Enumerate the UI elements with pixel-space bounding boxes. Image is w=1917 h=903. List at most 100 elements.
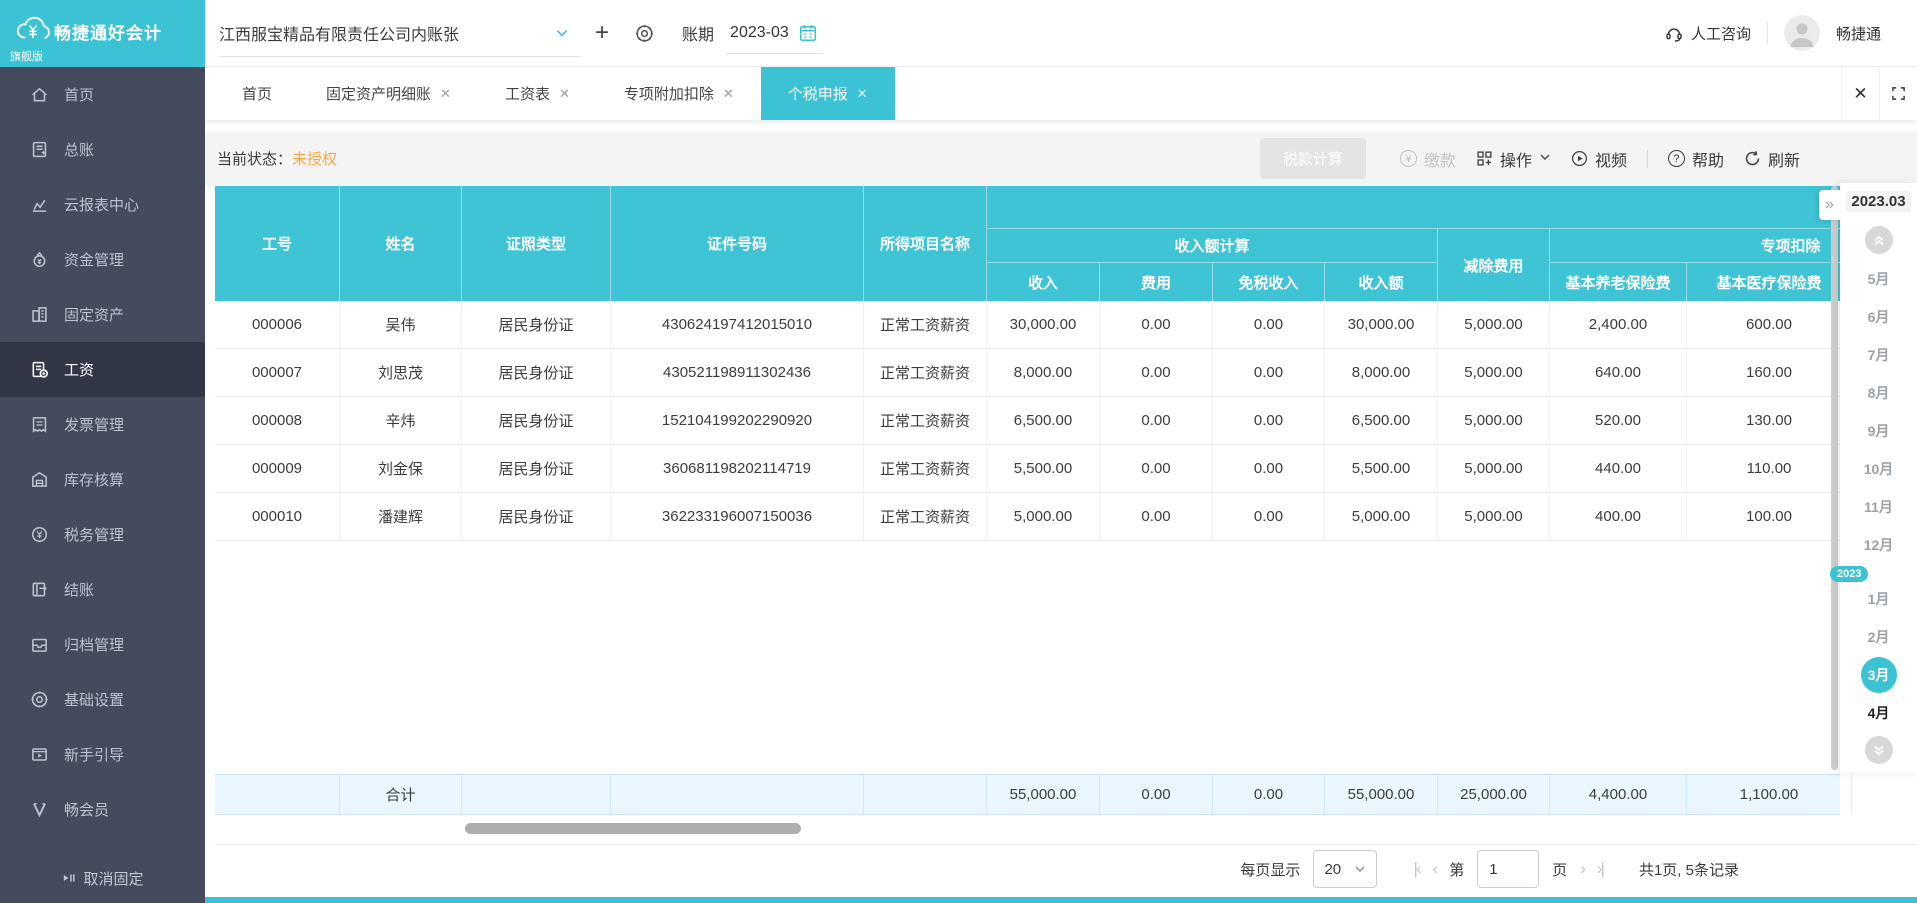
sidebar-item-invoices[interactable]: 发票管理 xyxy=(0,397,205,452)
sidebar-item-tax[interactable]: 税务管理 xyxy=(0,507,205,562)
sidebar-item-member[interactable]: 畅会员 xyxy=(0,782,205,837)
scroll-months-down-button[interactable] xyxy=(1864,736,1893,764)
total-income_amt: 55,000.00 xyxy=(1325,775,1438,814)
play-circle-icon xyxy=(1571,150,1587,167)
next-page-button[interactable]: › xyxy=(1580,859,1586,878)
col-header-income[interactable]: 收入 xyxy=(987,263,1100,301)
month-item-3月[interactable]: 3月 xyxy=(1840,656,1917,694)
col-header-name[interactable]: 姓名 xyxy=(340,186,462,301)
total-phantom xyxy=(1852,775,1917,814)
last-page-button[interactable]: ›| xyxy=(1596,859,1605,878)
cell-id_type: 居民身份证 xyxy=(462,349,611,397)
col-header-medical[interactable]: 基本医疗保险费 xyxy=(1687,263,1840,301)
sidebar-item-general-ledger[interactable]: 总账 xyxy=(0,122,205,177)
table-row[interactable]: 000007 刘思茂 居民身份证 430521198911302436 正常工资薪资 8,… xyxy=(215,349,1840,397)
sidebar-item-guide[interactable]: 新手引导 xyxy=(0,727,205,782)
sidebar-item-home[interactable]: 首页 xyxy=(0,67,205,122)
unpin-sidebar-button[interactable]: 取消固定 xyxy=(0,863,205,893)
month-item-11月[interactable]: 11月 xyxy=(1864,499,1893,515)
tab-close-icon[interactable]: ✕ xyxy=(440,85,451,101)
per-page-select[interactable]: 20 xyxy=(1313,850,1378,888)
tab-close-icon[interactable]: ✕ xyxy=(856,85,868,101)
tab-close-icon[interactable]: ✕ xyxy=(558,85,570,101)
cell-item: 正常工资薪资 xyxy=(864,493,987,541)
username[interactable]: 畅捷通 xyxy=(1835,25,1881,43)
month-item-9月[interactable]: 9月 xyxy=(1867,423,1890,439)
col-header-id-no[interactable]: 证件号码 xyxy=(611,186,864,301)
col-header-income-amt[interactable]: 收入额 xyxy=(1325,263,1438,301)
sidebar-item-settings[interactable]: 基础设置 xyxy=(0,672,205,727)
vertical-scrollbar[interactable] xyxy=(1831,186,1838,770)
cell-medical: 110.00 xyxy=(1687,445,1840,493)
col-header-fee[interactable]: 费用 xyxy=(1100,263,1213,301)
month-list: 5月 6月 7月 8月 9月 10月 11月 12月 2023 1月 2月 3月 4月 xyxy=(1830,260,1917,732)
total-pension: 4,400.00 xyxy=(1550,775,1687,814)
tab-固定资产明细账[interactable]: 固定资产明细账 ✕ xyxy=(299,67,478,120)
avatar[interactable] xyxy=(1783,15,1820,51)
sidebar-item-archive[interactable]: 归档管理 xyxy=(0,617,205,672)
tab-label: 首页 xyxy=(242,86,273,103)
sidebar-item-funds[interactable]: 资金管理 xyxy=(0,232,205,287)
sidebar-item-closing[interactable]: 结账 xyxy=(0,562,205,617)
month-item-10月[interactable]: 10月 xyxy=(1863,461,1894,477)
sidebar-item-cloud-reports[interactable]: 云报表中心 xyxy=(0,177,205,232)
table-row[interactable]: 000008 辛炜 居民身份证 152104199202290920 正常工资薪资 6,5… xyxy=(215,397,1840,445)
month-item-2月[interactable]: 2月 xyxy=(1867,629,1890,645)
support-button[interactable]: 人工咨询 xyxy=(1665,23,1751,44)
month-item-6月[interactable]: 6月 xyxy=(1867,309,1890,325)
table-row[interactable]: 000010 潘建辉 居民身份证 362233196007150036 正常工资薪资 5,… xyxy=(215,493,1840,541)
cell-emp_no: 000009 xyxy=(215,445,340,493)
cell-item: 正常工资薪资 xyxy=(864,301,987,349)
tab-工资表[interactable]: 工资表 ✕ xyxy=(478,67,597,120)
month-item-8月[interactable]: 8月 xyxy=(1867,385,1890,401)
tax-calc-button[interactable]: 税款计算 xyxy=(1259,138,1366,179)
company-selector[interactable]: 江西服宝精品有限责任公司内账张 xyxy=(219,21,582,57)
sidebar-item-fixed-assets[interactable]: 固定资产 xyxy=(0,287,205,342)
table-row[interactable]: 000009 刘金保 居民身份证 360681198202114719 正常工资薪资 5,… xyxy=(215,445,1840,493)
prev-page-button[interactable]: ‹ xyxy=(1432,859,1439,878)
cell-emp_no: 000010 xyxy=(215,493,340,541)
total-deduction: 25,000.00 xyxy=(1438,775,1550,814)
month-item-12月[interactable]: 12月 xyxy=(1863,537,1894,553)
app-logo[interactable]: 畅捷通好会计 旗舰版 xyxy=(0,0,205,67)
sidebar-item-salary[interactable]: 工资 xyxy=(0,342,205,397)
refresh-button[interactable]: 刷新 xyxy=(1744,147,1800,171)
cell-id_type: 居民身份证 xyxy=(462,493,611,541)
horizontal-scrollbar[interactable] xyxy=(465,823,801,834)
col-header-id-type[interactable]: 证照类型 xyxy=(462,186,611,301)
video-button[interactable]: 视频 xyxy=(1571,147,1627,171)
scroll-months-up-button[interactable] xyxy=(1864,226,1893,254)
period-picker[interactable]: 2023-03 xyxy=(726,24,823,54)
page-input[interactable] xyxy=(1477,850,1540,888)
tab-close-icon[interactable]: ✕ xyxy=(722,85,734,101)
col-header-pension[interactable]: 基本养老保险费 xyxy=(1550,263,1687,301)
fullscreen-button[interactable] xyxy=(1879,67,1917,120)
month-item-5月[interactable]: 5月 xyxy=(1867,271,1890,287)
tab-首页[interactable]: 首页 xyxy=(215,67,299,120)
cell-fee: 0.00 xyxy=(1100,301,1213,349)
month-item-1月[interactable]: 1月 xyxy=(1867,591,1890,607)
sidebar-item-inventory[interactable]: 库存核算 xyxy=(0,452,205,507)
month-item-4月[interactable]: 4月 xyxy=(1867,705,1890,721)
cell-pension: 640.00 xyxy=(1550,349,1687,397)
cell-name: 吴伟 xyxy=(340,301,462,349)
col-header-income-item[interactable]: 所得项目名称 xyxy=(864,186,987,301)
collapse-month-panel-button[interactable]: » xyxy=(1819,190,1840,220)
sidebar-item-label: 资金管理 xyxy=(64,252,125,269)
col-header-emp-no[interactable]: 工号 xyxy=(215,186,340,301)
table-row[interactable]: 000006 吴伟 居民身份证 430624197412015010 正常工资薪资 30,… xyxy=(215,301,1840,349)
col-header-tax-free[interactable]: 免税收入 xyxy=(1213,263,1325,301)
tab-个税申报[interactable]: 个税申报 ✕ xyxy=(760,67,895,120)
add-account-button[interactable]: + xyxy=(595,21,609,45)
operate-dropdown[interactable]: 操作 xyxy=(1476,147,1551,171)
col-header-deduction[interactable]: 减除费用 xyxy=(1438,229,1550,301)
help-button[interactable]: ? 帮助 xyxy=(1667,147,1724,171)
group-header-income-calc: 收入额计算 xyxy=(987,229,1438,263)
pay-button[interactable]: ¥ 缴款 xyxy=(1399,147,1456,171)
money-bag-icon xyxy=(30,250,49,269)
first-page-button[interactable]: |‹ xyxy=(1413,859,1421,878)
tab-专项附加扣除[interactable]: 专项附加扣除 ✕ xyxy=(597,67,761,120)
close-all-tabs-button[interactable]: ✕ xyxy=(1841,67,1879,120)
month-item-7月[interactable]: 7月 xyxy=(1867,347,1890,363)
account-settings-button[interactable] xyxy=(635,24,654,43)
